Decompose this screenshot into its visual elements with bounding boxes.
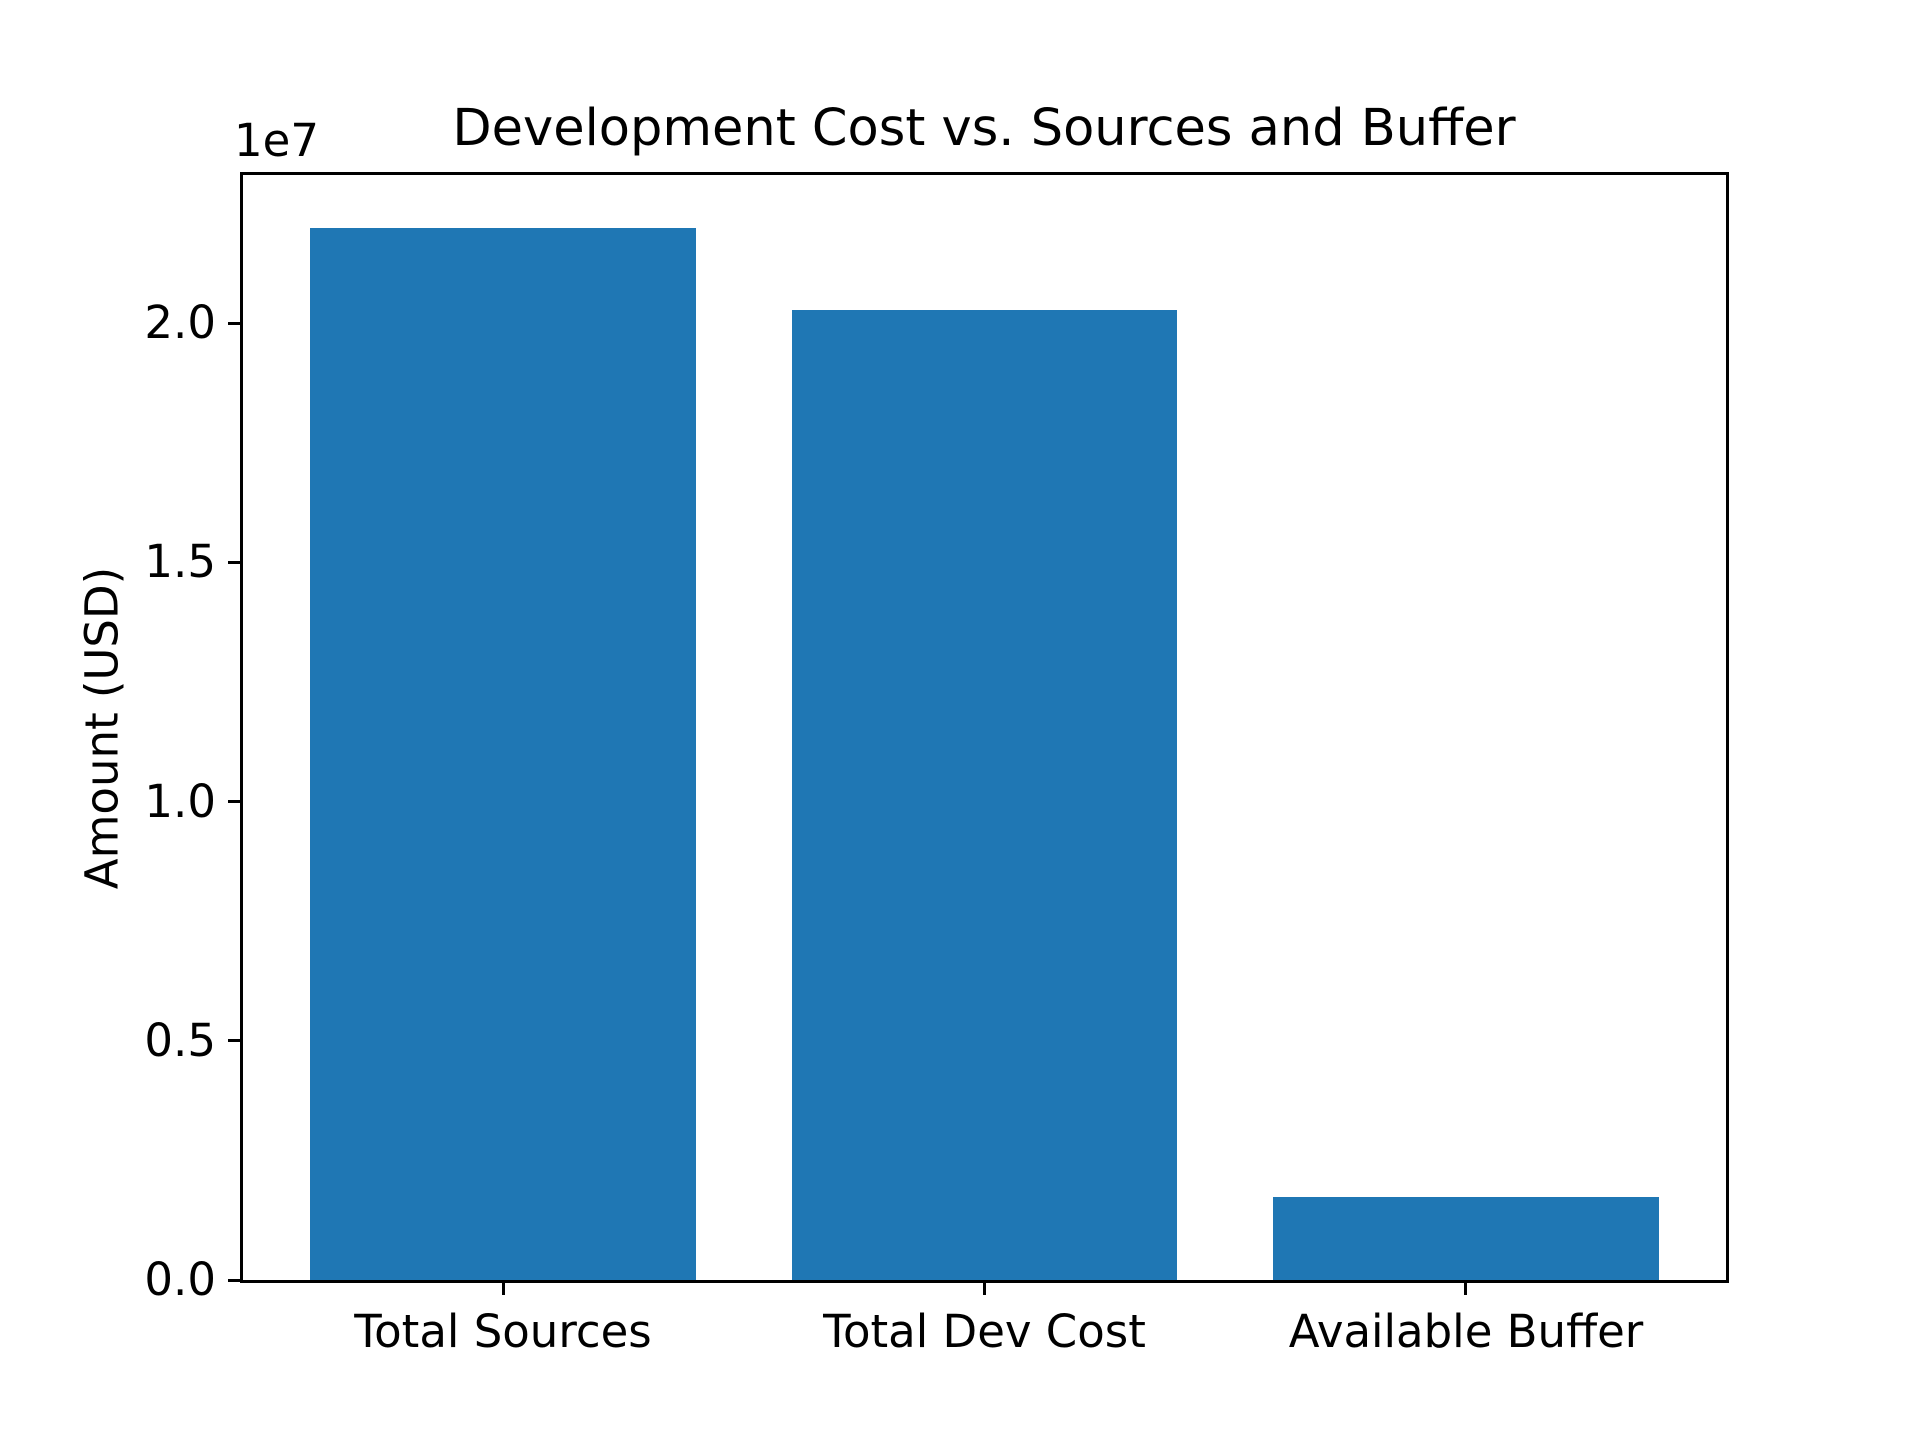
x-tick-label-available-buffer: Available Buffer: [1288, 1305, 1644, 1358]
y-tick-label: 1.5: [144, 535, 216, 589]
plot-area: [240, 172, 1729, 1283]
y-tick-mark: [228, 321, 240, 325]
y-tick-label: 1.0: [144, 774, 216, 828]
y-axis-offset-text: 1e7: [234, 114, 319, 167]
bar-total-sources: [310, 227, 696, 1280]
chart-title: Development Cost vs. Sources and Buffer: [452, 99, 1516, 158]
y-tick-label: 0.5: [144, 1013, 216, 1067]
x-tick-mark: [1464, 1283, 1468, 1295]
bar-available-buffer: [1273, 1197, 1659, 1280]
x-tick-label-total-dev-cost: Total Dev Cost: [823, 1305, 1146, 1358]
y-tick-mark: [228, 560, 240, 564]
x-tick-mark: [983, 1283, 986, 1295]
y-tick-mark: [228, 1039, 240, 1043]
y-tick-label: 2.0: [144, 296, 216, 350]
x-tick-mark: [501, 1283, 505, 1295]
bar-total-dev-cost: [791, 310, 1178, 1280]
x-tick-label-total-sources: Total Sources: [354, 1305, 652, 1358]
y-axis-label: Amount (USD): [75, 566, 129, 890]
y-tick-mark: [228, 1278, 240, 1282]
y-tick-label: 0.0: [144, 1253, 216, 1306]
y-tick-mark: [228, 800, 240, 804]
